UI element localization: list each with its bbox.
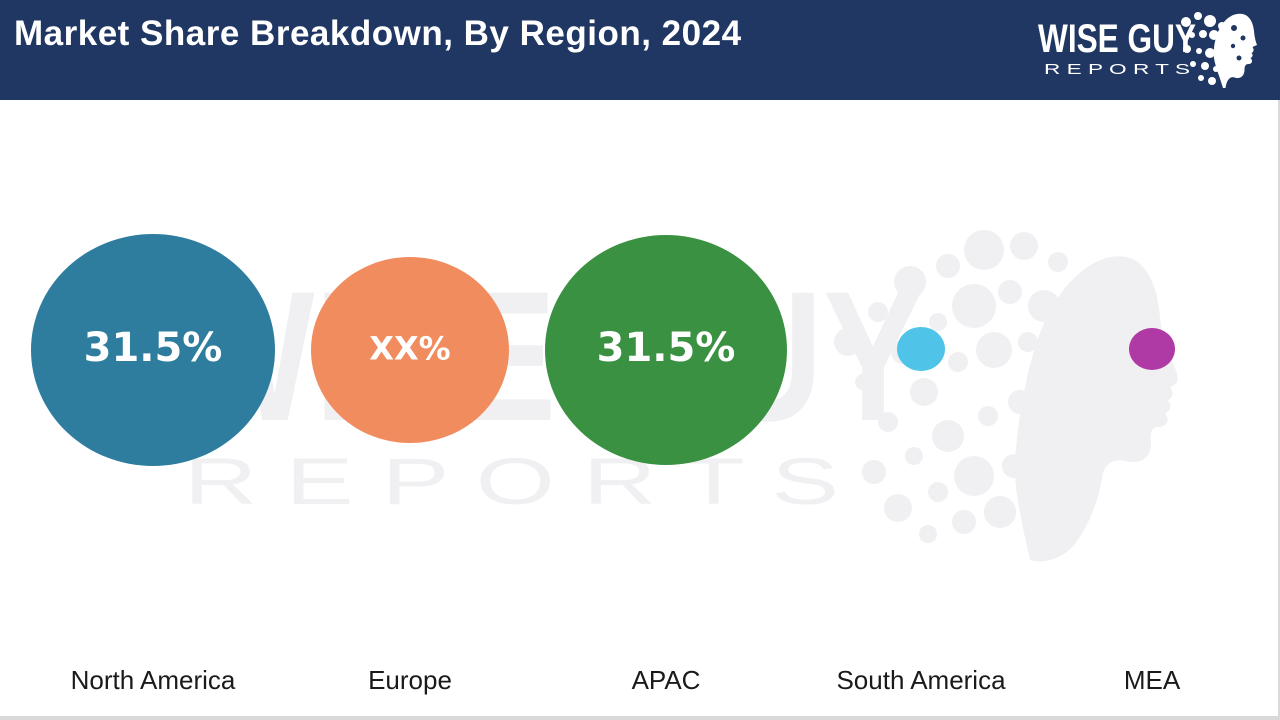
- region-label: Europe: [368, 665, 452, 695]
- chart-area: WISE GUY R E P O R T S: [0, 100, 1280, 720]
- logo-face-silhouette: [1213, 13, 1257, 88]
- region-label: MEA: [1123, 665, 1181, 695]
- wiseguy-logo: WISE GUY R E P O R T S: [1036, 8, 1258, 92]
- region-label: South America: [836, 665, 1006, 695]
- bubble-circle: [545, 235, 787, 465]
- bubble-circle: [897, 327, 945, 371]
- logo-sub-wordmark: R E P O R T S: [1044, 61, 1190, 78]
- logo-wordmark: WISE GUY: [1038, 17, 1196, 61]
- bubble-chart: 31.5% North America XX% Europe 31.5% APA…: [0, 100, 1280, 720]
- page-title: Market Share Breakdown, By Region, 2024: [14, 14, 742, 53]
- logo-face-dots: [1230, 25, 1246, 61]
- bubble-value-label: 31.5%: [83, 325, 223, 372]
- region-label: APAC: [631, 665, 701, 695]
- bottom-edge-strip: [0, 716, 1280, 720]
- region-label: North America: [70, 665, 236, 695]
- bubble-circle: [31, 234, 275, 466]
- bubble-circle: [1129, 328, 1175, 370]
- wiseguy-logo-graphic: WISE GUY R E P O R T S: [1038, 12, 1257, 88]
- header-bar: Market Share Breakdown, By Region, 2024 …: [0, 0, 1280, 100]
- bubble-circle: [311, 257, 509, 443]
- bubble-value-label: 31.5%: [596, 325, 736, 372]
- bubble-value-label: XX%: [369, 329, 451, 368]
- right-edge-strip: [1278, 100, 1280, 716]
